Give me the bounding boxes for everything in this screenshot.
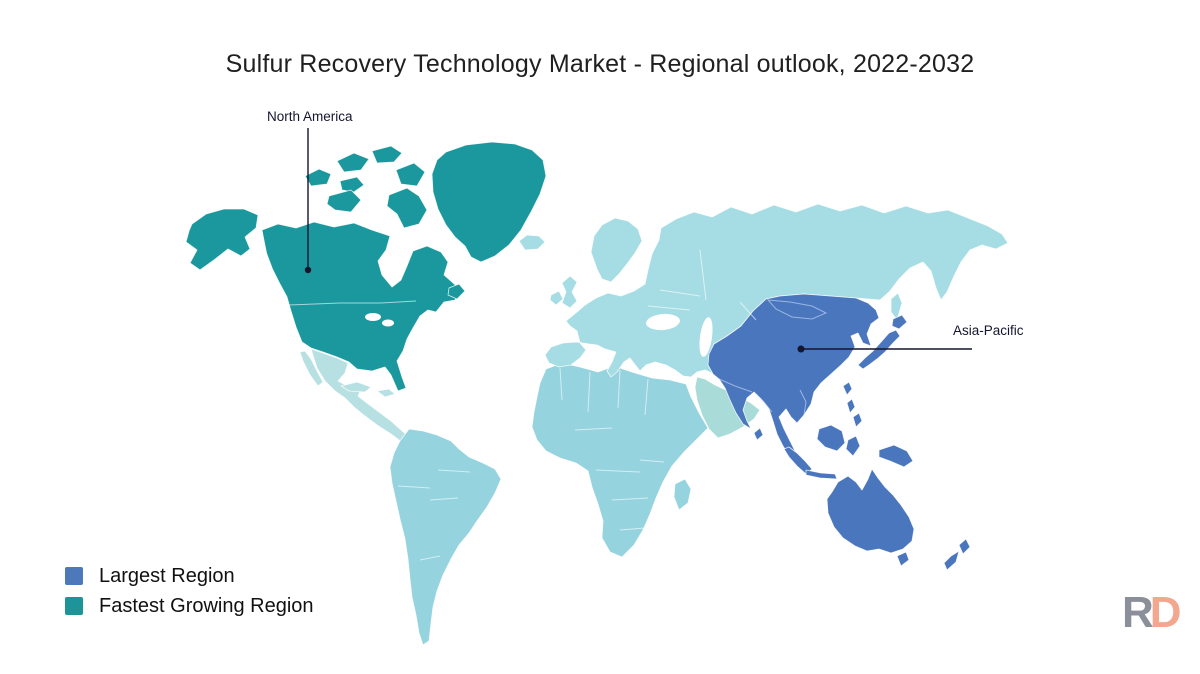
legend-swatch-fastest-growing-region — [65, 597, 83, 615]
map-ireland — [549, 290, 564, 306]
map-philippines-south — [852, 412, 863, 428]
map-iceland — [518, 234, 546, 251]
legend-swatch-largest-region — [65, 567, 83, 585]
map-sulawesi — [845, 435, 861, 457]
brand-logo: R D — [1122, 588, 1182, 637]
map-region-africa — [531, 362, 709, 558]
annotation-asia-pacific-label: Asia-Pacific — [953, 323, 1024, 338]
map-sumatra — [783, 446, 813, 475]
annotation-asia-pacific — [797, 345, 972, 353]
map-japan-hokkaido — [891, 314, 908, 330]
annotation-north-america-label: North America — [267, 109, 353, 124]
map-alaska — [185, 208, 259, 271]
page-title: Sulfur Recovery Technology Market - Regi… — [225, 50, 975, 78]
map-new-zealand-south — [943, 550, 960, 571]
map-new-zealand-north — [958, 538, 971, 555]
map-new-guinea — [878, 444, 914, 468]
map-australia — [826, 468, 915, 554]
map-asia-mainland — [707, 293, 880, 458]
map-java — [805, 469, 838, 480]
map-africa-mainland — [531, 362, 709, 558]
map-mexico-central-america — [310, 348, 410, 444]
map-region-mexico-central-america — [299, 348, 410, 444]
map-taiwan — [842, 381, 853, 396]
map-scandinavia — [590, 217, 643, 283]
map-sri-lanka — [753, 427, 764, 441]
legend-item-largest-region: Largest Region — [65, 561, 314, 591]
map-canadian-arctic-islands — [304, 145, 428, 229]
map-caspian-sea — [699, 317, 713, 357]
map-greenland — [431, 141, 547, 263]
annotation-dot-asia-pacific — [797, 345, 805, 353]
map-tasmania — [896, 551, 910, 567]
annotation-dot-north-america — [304, 266, 312, 274]
map-sakhalin — [890, 292, 903, 321]
map-region-asia-pacific — [707, 293, 971, 571]
map-region-north-america — [185, 141, 547, 392]
legend: Largest Region Fastest Growing Region — [65, 561, 314, 621]
map-canada-us-mainland — [261, 221, 463, 392]
country-borders — [261, 231, 828, 561]
map-great-lake — [365, 313, 381, 321]
legend-label-largest-region: Largest Region — [99, 564, 235, 587]
map-great-lake — [382, 319, 394, 327]
map-great-britain — [561, 275, 578, 309]
map-hispaniola — [376, 388, 396, 398]
map-region-south-america — [389, 428, 502, 646]
map-baja-california — [299, 350, 324, 387]
map-borneo — [816, 424, 846, 452]
map-baltic-sea — [616, 264, 638, 284]
map-newfoundland — [447, 283, 466, 300]
annotation-north-america — [304, 128, 312, 274]
logo-letter-r: R — [1122, 588, 1154, 637]
map-cuba — [340, 381, 372, 393]
map-black-sea — [646, 313, 680, 331]
map-philippines — [846, 398, 856, 414]
logo-letter-d: D — [1149, 588, 1182, 637]
legend-label-fastest-growing-region: Fastest Growing Region — [99, 594, 314, 617]
map-madagascar — [673, 478, 692, 511]
legend-item-fastest-growing-region: Fastest Growing Region — [65, 591, 314, 621]
